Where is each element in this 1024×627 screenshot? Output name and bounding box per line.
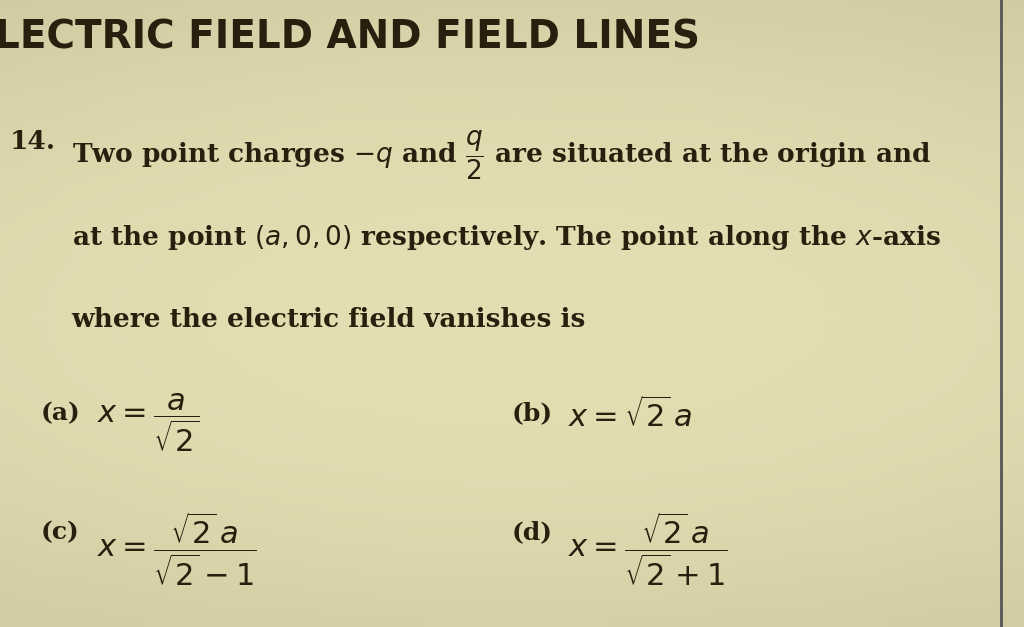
Text: LECTRIC FIELD AND FIELD LINES: LECTRIC FIELD AND FIELD LINES (0, 19, 699, 57)
Text: where the electric field vanishes is: where the electric field vanishes is (72, 307, 586, 332)
Text: (a): (a) (41, 401, 81, 425)
Text: 14.: 14. (10, 129, 56, 154)
Text: (c): (c) (41, 520, 80, 544)
Text: $x = \dfrac{\sqrt{2}\, a}{\sqrt{2}-1}$: $x = \dfrac{\sqrt{2}\, a}{\sqrt{2}-1}$ (97, 511, 257, 588)
Text: (b): (b) (512, 401, 553, 425)
Text: Two point charges $-q$ and $\dfrac{q}{2}$ are situated at the origin and: Two point charges $-q$ and $\dfrac{q}{2}… (72, 129, 931, 182)
Text: $x = \dfrac{\sqrt{2}\, a}{\sqrt{2}+1}$: $x = \dfrac{\sqrt{2}\, a}{\sqrt{2}+1}$ (568, 511, 728, 588)
Text: $x = \dfrac{a}{\sqrt{2}}$: $x = \dfrac{a}{\sqrt{2}}$ (97, 392, 200, 455)
Text: at the point $(a, 0, 0)$ respectively. The point along the $x$-axis: at the point $(a, 0, 0)$ respectively. T… (72, 223, 941, 251)
Text: (d): (d) (512, 520, 553, 544)
Text: $x = \sqrt{2}\, a$: $x = \sqrt{2}\, a$ (568, 398, 692, 434)
